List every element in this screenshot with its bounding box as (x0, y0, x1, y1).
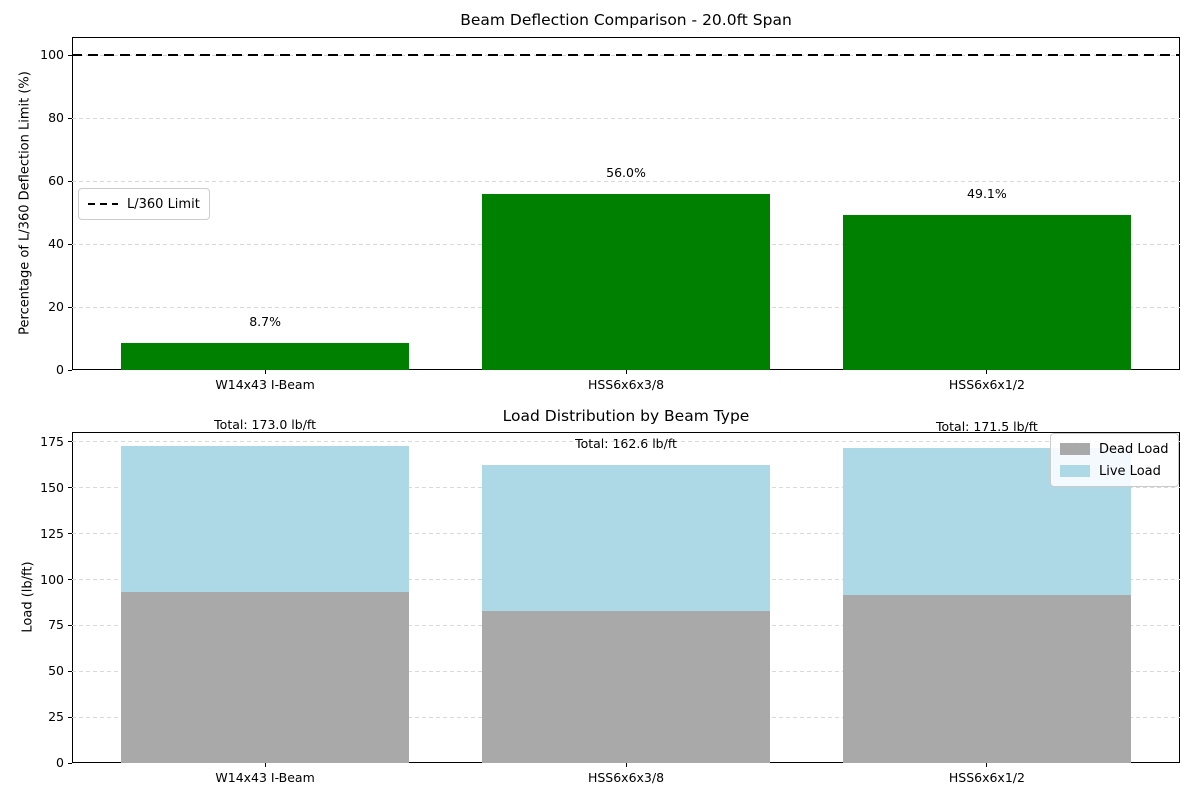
gridline-175 (72, 441, 1180, 443)
bar-value-label-2: Total: 171.5 lb/ft (935, 419, 1038, 435)
live-load-segment-1 (481, 464, 771, 612)
bar-segment-1 (481, 193, 771, 370)
y-tick-label-100: 100 (40, 571, 64, 587)
x-tick-2 (986, 370, 988, 374)
dead-load-segment-2 (842, 595, 1132, 763)
y-tick-175 (68, 441, 72, 443)
y-tick-75 (68, 624, 72, 626)
x-tick-label-2: HSS6x6x1/2 (948, 770, 1025, 785)
y-tick-100 (68, 54, 72, 56)
y-tick-150 (68, 487, 72, 489)
x-tick-1 (625, 370, 627, 374)
y-tick-label-25: 25 (48, 709, 64, 725)
y-tick-label-50: 50 (48, 663, 64, 679)
gridline-80 (72, 117, 1180, 119)
x-tick-label-1: HSS6x6x3/8 (587, 377, 665, 392)
y-tick-60 (68, 180, 72, 182)
x-tick-0 (264, 763, 266, 767)
y-tick-label-0: 0 (56, 362, 64, 377)
y-tick-label-0: 0 (56, 755, 64, 770)
legend-row-1: Live Load (1060, 460, 1169, 482)
y-tick-label-20: 20 (48, 299, 64, 315)
y-tick-40 (68, 243, 72, 245)
live-load-segment-0 (120, 445, 410, 593)
bar-segment-0 (120, 342, 410, 370)
y-tick-0 (68, 369, 72, 371)
bar-value-label-0: Total: 173.0 lb/ft (214, 416, 316, 432)
y-tick-label-150: 150 (40, 479, 64, 495)
y-tick-label-125: 125 (40, 525, 64, 541)
x-tick-0 (264, 370, 266, 374)
y-tick-label-75: 75 (48, 617, 64, 633)
bar-value-label-1: 56.0% (606, 164, 646, 180)
bar-value-label-1: Total: 162.6 lb/ft (575, 435, 677, 451)
reference-line (72, 54, 1180, 57)
dashed-line-icon (88, 203, 118, 205)
y-tick-0 (68, 762, 72, 764)
legend-row-0: Dead Load (1060, 438, 1169, 460)
legend-label: L/360 Limit (127, 196, 200, 212)
bar-value-label-0: 8.7% (249, 313, 281, 329)
y-tick-25 (68, 716, 72, 718)
x-tick-label-2: HSS6x6x1/2 (948, 377, 1025, 392)
y-tick-label-40: 40 (48, 236, 64, 252)
gridline-60 (72, 180, 1180, 182)
y-tick-50 (68, 670, 72, 672)
y-tick-label-175: 175 (40, 433, 64, 449)
legend: Dead Load Live Load (1050, 433, 1179, 487)
y-tick-125 (68, 533, 72, 535)
color-swatch-icon (1060, 465, 1090, 477)
bar-segment-2 (842, 215, 1132, 370)
legend-row-0: L/360 Limit (88, 193, 200, 215)
y-tick-label-100: 100 (40, 47, 64, 63)
legend: L/360 Limit (78, 188, 210, 220)
deflection-chart-title: Beam Deflection Comparison - 20.0ft Span (460, 11, 792, 29)
bar-value-label-2: 49.1% (967, 186, 1007, 202)
legend-label: Live Load (1099, 463, 1161, 479)
x-tick-2 (986, 763, 988, 767)
y-tick-label-60: 60 (48, 173, 64, 189)
color-swatch-icon (1060, 443, 1090, 455)
legend-label: Dead Load (1099, 441, 1169, 457)
dead-load-segment-1 (481, 611, 771, 763)
y-tick-label-80: 80 (48, 110, 64, 126)
x-tick-label-1: HSS6x6x3/8 (587, 770, 665, 785)
y-tick-100 (68, 579, 72, 581)
y-tick-20 (68, 306, 72, 308)
x-tick-1 (625, 763, 627, 767)
dead-load-segment-0 (120, 592, 410, 763)
load-chart-title: Load Distribution by Beam Type (502, 407, 750, 425)
y-tick-80 (68, 117, 72, 119)
x-tick-label-0: W14x43 I-Beam (215, 770, 315, 785)
x-tick-label-0: W14x43 I-Beam (215, 377, 315, 392)
